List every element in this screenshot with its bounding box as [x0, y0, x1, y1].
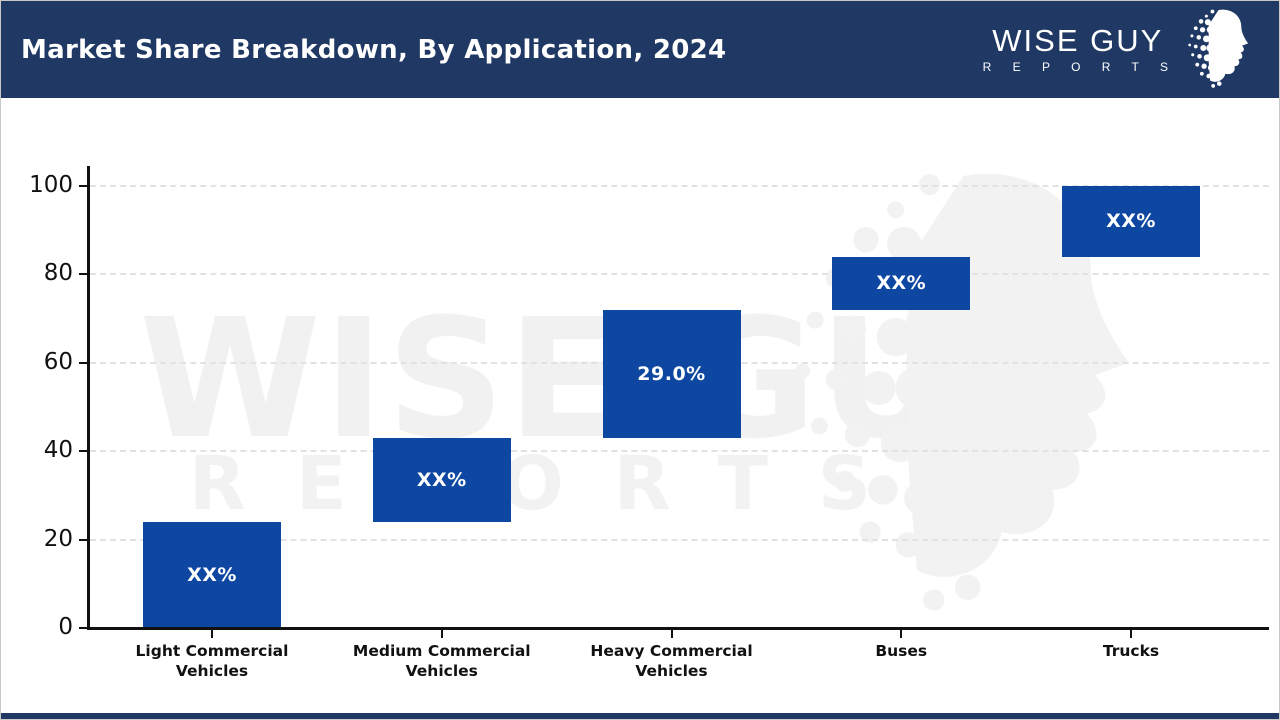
gridline-80 [90, 273, 1269, 276]
bar-3: 29.0% [602, 309, 741, 438]
header: Market Share Breakdown, By Application, … [1, 1, 1279, 98]
logo: WISE GUY R E P O R T S [979, 7, 1255, 92]
watermark-text-reports: REPORTS [189, 441, 922, 527]
y-tick-mark-40 [79, 450, 88, 453]
page-title: Market Share Breakdown, By Application, … [21, 34, 727, 65]
y-tick-label-100: 100 [29, 172, 73, 198]
bar-5: XX% [1062, 186, 1200, 257]
x-tick-mark-1 [211, 630, 213, 638]
y-tick-mark-20 [79, 538, 88, 541]
x-category-label-5: Trucks [1102, 642, 1160, 660]
bar-4: XX% [832, 256, 971, 310]
x-axis-line [87, 627, 1269, 630]
logo-wordmark: WISE GUY [992, 22, 1164, 58]
bar-value-label-4: XX% [876, 272, 927, 295]
x-category-label-2: Medium Commercial Vehicles [352, 642, 531, 681]
x-tick-mark-2 [440, 630, 443, 638]
logo-text: WISE GUY R E P O R T S [979, 22, 1177, 75]
x-category-label-4: Buses [875, 642, 928, 660]
y-tick-mark-0 [79, 627, 88, 629]
x-tick-mark-3 [670, 630, 673, 638]
bar-value-label-2: XX% [416, 468, 467, 491]
gridline-40 [90, 450, 1269, 453]
y-tick-label-20: 20 [43, 525, 73, 552]
bar-value-label-3: 29.0% [637, 362, 706, 385]
x-tick-mark-5 [1130, 630, 1132, 638]
logo-face-icon [1188, 9, 1249, 88]
y-tick-mark-60 [79, 361, 88, 364]
y-tick-label-80: 80 [43, 260, 73, 287]
y-tick-label-40: 40 [43, 437, 73, 464]
logo-subtitle: R E P O R T S [982, 60, 1177, 75]
footer-strip [1, 713, 1279, 719]
bar-2: XX% [372, 437, 511, 522]
x-category-label-1: Light Commercial Vehicles [135, 642, 289, 681]
gridline-100 [90, 185, 1269, 187]
gridline-20 [90, 538, 1269, 541]
bar-value-label-5: XX% [1106, 210, 1156, 233]
bar-1: XX% [143, 521, 281, 628]
bar-value-label-1: XX% [187, 563, 237, 586]
y-tick-mark-80 [79, 273, 88, 276]
x-tick-mark-4 [900, 630, 903, 638]
y-tick-mark-100 [79, 185, 88, 187]
y-tick-label-60: 60 [43, 348, 73, 375]
y-tick-label-0: 0 [58, 614, 73, 640]
x-category-label-3: Heavy Commercial Vehicles [590, 642, 753, 681]
y-axis-line [87, 166, 90, 630]
